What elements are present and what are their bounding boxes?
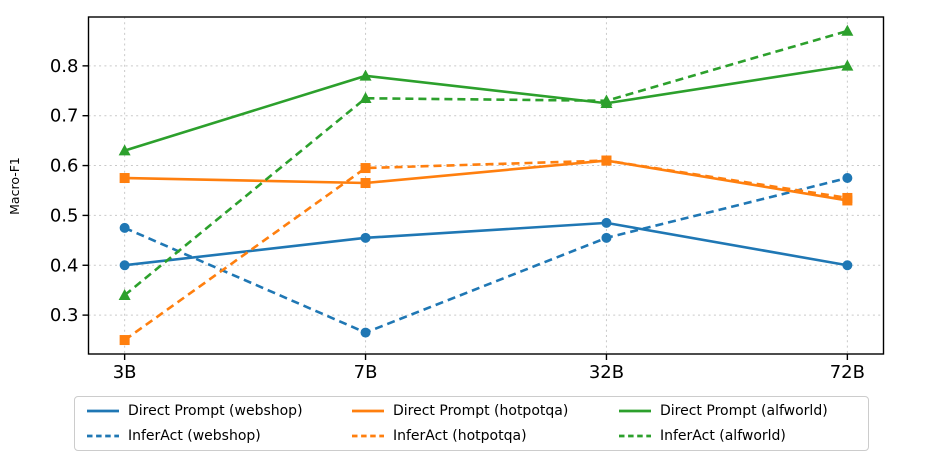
y-axis-label: Macro-F1 — [7, 157, 22, 215]
legend-label: Direct Prompt (hotpotqa) — [393, 403, 569, 419]
y-tick-label: 0.5 — [50, 205, 79, 226]
marker-triangle — [118, 144, 131, 156]
marker-circle — [601, 232, 612, 243]
legend-line-sample — [619, 409, 651, 413]
y-tick-label: 0.3 — [50, 305, 79, 326]
legend-line-sample — [87, 409, 119, 413]
series-line-direct-prompt-alfworld- — [124, 64, 848, 152]
series-line-inferact-webshop- — [124, 176, 848, 334]
legend-line-sample — [87, 434, 119, 438]
marker-triangle — [841, 24, 854, 36]
legend-entry-direct-prompt-webshop: Direct Prompt (webshop) — [86, 399, 351, 424]
marker-square — [601, 155, 612, 166]
marker-circle — [842, 260, 853, 271]
marker-triangle — [841, 59, 854, 71]
legend-entry-direct-prompt-hotpotqa: Direct Prompt (hotpotqa) — [351, 399, 618, 424]
x-tick-label: 7B — [354, 362, 378, 383]
series-line-inferact-hotpotqa- — [123, 159, 848, 342]
plot-border — [87, 16, 885, 355]
legend-column-alfworld: Direct Prompt (alfworld) InferAct (alfwo… — [618, 399, 868, 449]
marker-triangle — [359, 92, 372, 104]
legend-line-sample — [352, 434, 384, 438]
series-line-direct-prompt-webshop- — [124, 221, 848, 267]
legend-label: InferAct (hotpotqa) — [393, 428, 527, 444]
legend-column-webshop: Direct Prompt (webshop) InferAct (websho… — [86, 399, 351, 449]
series-line-direct-prompt-hotpotqa- — [124, 159, 848, 202]
x-tick-label: 32B — [589, 362, 624, 383]
marker-square — [119, 335, 130, 346]
marker-circle — [601, 217, 612, 228]
y-tick-label: 0.6 — [50, 156, 79, 177]
marker-triangle — [118, 288, 131, 300]
legend-entry-inferact-webshop: InferAct (webshop) — [86, 424, 351, 449]
marker-square — [360, 178, 371, 189]
legend-label: InferAct (webshop) — [128, 428, 261, 444]
legend-label: Direct Prompt (webshop) — [128, 403, 303, 419]
legend-entry-inferact-hotpotqa: InferAct (hotpotqa) — [351, 424, 618, 449]
legend-line-sample — [352, 409, 384, 413]
legend-line-sample — [619, 434, 651, 438]
legend-entry-inferact-alfworld: InferAct (alfworld) — [618, 424, 868, 449]
y-tick-label: 0.8 — [50, 56, 79, 77]
marker-circle — [360, 327, 371, 338]
macro-f1-line-chart: 0.3 0.4 0.5 0.6 0.7 0.8 3B 7B 32B 72B — [50, 16, 885, 383]
marker-square — [360, 163, 371, 174]
marker-triangle — [600, 94, 613, 106]
legend-column-hotpotqa: Direct Prompt (hotpotqa) InferAct (hotpo… — [351, 399, 618, 449]
legend: Direct Prompt (webshop) InferAct (websho… — [74, 396, 869, 451]
legend-label: Direct Prompt (alfworld) — [660, 403, 828, 419]
marker-square — [842, 192, 853, 203]
marker-circle — [119, 222, 130, 233]
x-tick-label: 72B — [830, 362, 865, 383]
marker-circle — [360, 232, 371, 243]
marker-circle — [119, 260, 130, 271]
x-tick-label: 3B — [113, 362, 137, 383]
y-tick-label: 0.7 — [50, 106, 79, 127]
marker-triangle — [359, 69, 372, 81]
legend-entry-direct-prompt-alfworld: Direct Prompt (alfworld) — [618, 399, 868, 424]
marker-circle — [842, 173, 853, 184]
legend-label: InferAct (alfworld) — [660, 428, 786, 444]
y-tick-label: 0.4 — [50, 255, 79, 276]
marker-square — [119, 173, 130, 184]
series-line-inferact-alfworld- — [123, 29, 848, 297]
